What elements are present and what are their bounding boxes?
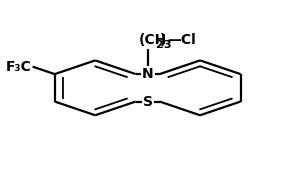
Text: S: S [143,94,153,108]
Text: N: N [142,67,153,81]
Text: —Cl: —Cl [167,33,196,47]
Text: (CH: (CH [139,33,167,47]
Text: ): ) [160,33,166,47]
Text: 3: 3 [163,40,171,50]
Text: F₃C: F₃C [5,60,31,74]
Text: 2: 2 [155,40,163,50]
